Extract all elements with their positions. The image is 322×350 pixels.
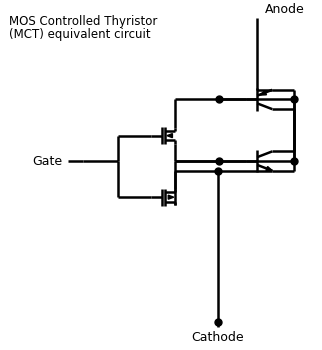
Polygon shape — [260, 91, 267, 95]
Polygon shape — [266, 167, 272, 171]
Text: (MCT) equivalent circuit: (MCT) equivalent circuit — [9, 28, 151, 41]
Polygon shape — [167, 134, 172, 138]
Text: Cathode: Cathode — [191, 331, 244, 344]
Text: MOS Controlled Thyristor: MOS Controlled Thyristor — [9, 14, 158, 28]
Text: Gate: Gate — [33, 155, 63, 168]
Text: Anode: Anode — [265, 4, 305, 16]
Polygon shape — [168, 195, 174, 199]
